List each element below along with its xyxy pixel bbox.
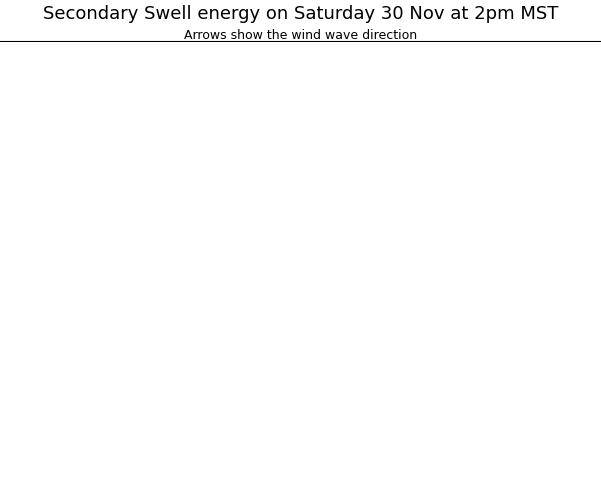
Text: Arrows show the wind wave direction: Arrows show the wind wave direction: [184, 29, 417, 41]
Text: Secondary Swell energy on Saturday 30 Nov at 2pm MST: Secondary Swell energy on Saturday 30 No…: [43, 5, 558, 23]
Text: Map error: No module named 'cartopy': Map error: No module named 'cartopy': [166, 259, 435, 272]
